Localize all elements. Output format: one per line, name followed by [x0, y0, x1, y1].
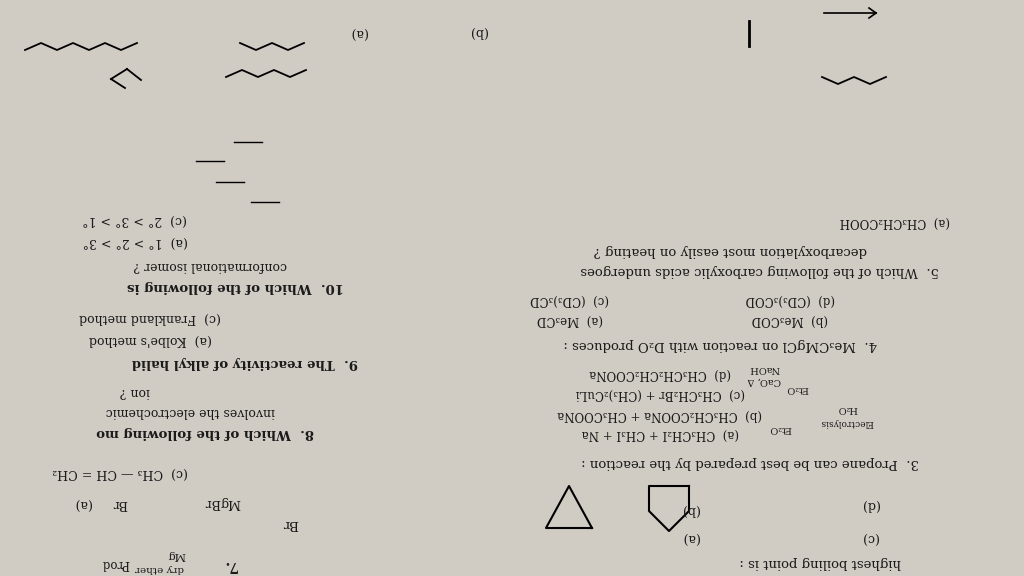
Text: highest boiling point is :: highest boiling point is :: [739, 555, 901, 569]
Text: (c)  CH₃ — CH = CH₂: (c) CH₃ — CH = CH₂: [52, 467, 188, 479]
Text: (c): (c): [861, 530, 879, 544]
Text: 7.: 7.: [223, 558, 238, 572]
Text: decarboxylation most easily on heating ?: decarboxylation most easily on heating ?: [593, 244, 866, 256]
Text: (b): (b): [469, 25, 487, 39]
Text: 8.  Which of the following mo: 8. Which of the following mo: [96, 426, 314, 438]
Text: conformational isomer ?: conformational isomer ?: [133, 259, 287, 271]
Text: 5.  Which of the following carboxylic acids undergoes: 5. Which of the following carboxylic aci…: [581, 263, 939, 276]
Text: (b)  Me₃COD: (b) Me₃COD: [752, 313, 828, 327]
Text: (a)  CH₃CH₂COOH: (a) CH₃CH₂COOH: [840, 215, 950, 229]
Text: involves the electrochemic: involves the electrochemic: [105, 406, 274, 419]
Text: H₂O: H₂O: [837, 404, 857, 414]
Text: Br: Br: [113, 497, 128, 510]
Text: (c)  (CD₃)₃CD: (c) (CD₃)₃CD: [530, 294, 609, 306]
Text: (a)  1° > 2° > 3°: (a) 1° > 2° > 3°: [82, 236, 187, 248]
Text: (d): (d): [861, 498, 879, 511]
Text: MgBr: MgBr: [204, 497, 240, 510]
Text: NaOH: NaOH: [749, 363, 779, 373]
Text: (a): (a): [74, 497, 91, 510]
Text: (b)  CH₃CH₂COONa + CH₃COONa: (b) CH₃CH₂COONa + CH₃COONa: [558, 408, 763, 422]
Text: (c)  2° > 3° > 1°: (c) 2° > 3° > 1°: [83, 214, 187, 226]
Text: (b): (b): [681, 503, 699, 517]
Text: 4.  Me₃CMgCl on reaction with D₂O produces :: 4. Me₃CMgCl on reaction with D₂O produce…: [563, 339, 877, 351]
Text: (d)  (CD₃)₃COD: (d) (CD₃)₃COD: [745, 294, 835, 306]
Text: Br: Br: [282, 517, 298, 529]
Text: (c)  CH₃CH₂Br + (CH₃)₂CuLi: (c) CH₃CH₂Br + (CH₃)₂CuLi: [575, 388, 744, 400]
Text: Et₂O: Et₂O: [769, 423, 792, 433]
Text: (a)  CH₃CH₂I + CH₃I + Na: (a) CH₃CH₂I + CH₃I + Na: [582, 427, 738, 441]
Text: Mg: Mg: [167, 550, 185, 560]
Text: 10.  Which of the following is: 10. Which of the following is: [127, 281, 343, 294]
Text: CaO, Δ: CaO, Δ: [748, 377, 781, 385]
Text: Et₂O: Et₂O: [785, 384, 808, 392]
Text: dry ether: dry ether: [135, 563, 184, 573]
Text: Prod: Prod: [101, 556, 129, 570]
Text: 3.  Propane can be best prepared by the reaction :: 3. Propane can be best prepared by the r…: [581, 456, 919, 468]
Text: (d)  CH₃CH₂CH₂COONa: (d) CH₃CH₂CH₂COONa: [589, 367, 731, 381]
Text: (a): (a): [349, 25, 367, 39]
Text: (c)  Frankland method: (c) Frankland method: [79, 312, 221, 324]
Text: (a)  Kolbe's method: (a) Kolbe's method: [88, 334, 212, 347]
Text: 9.  The reactivity of alkyl halid: 9. The reactivity of alkyl halid: [132, 355, 358, 369]
Text: ion ?: ion ?: [120, 385, 151, 399]
Text: Electrolysis: Electrolysis: [820, 418, 873, 426]
Text: (a)  Me₃CD: (a) Me₃CD: [537, 313, 603, 327]
Text: (a): (a): [681, 530, 698, 544]
